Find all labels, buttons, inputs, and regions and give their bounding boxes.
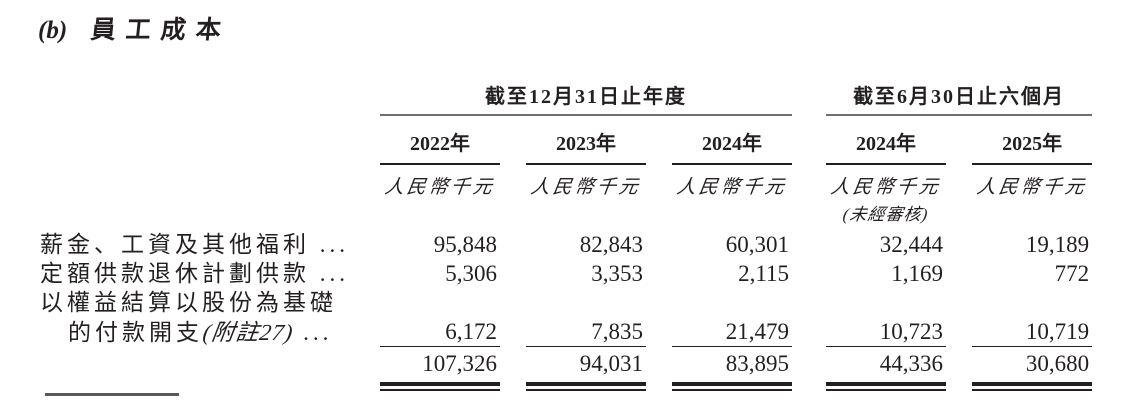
cell-value: 772 [1054, 261, 1090, 286]
year-header-2023: 2023年 [526, 115, 646, 165]
year-header-2024-interim: 2024年 [826, 115, 947, 165]
row-label: 的付款開支(附註27) ... [40, 317, 380, 347]
cell-value: 10,719 [972, 317, 1093, 347]
cell-value: 21,479 [672, 317, 793, 347]
cell-value: 6,172 [380, 317, 500, 347]
total-value: 30,680 [1025, 351, 1090, 376]
cell-value: 7,835 [526, 317, 646, 347]
cell-value: 10,723 [826, 317, 947, 347]
cell-value: 1,169 [891, 261, 944, 286]
table-row-share-based-line2: 的付款開支(附註27) ... 6,172 7,835 21,479 10,72… [40, 317, 1093, 347]
year-header-2025: 2025年 [972, 115, 1093, 165]
total-value: 44,336 [879, 351, 944, 376]
unit-cell: 人民幣千元 [380, 164, 500, 230]
title-index: (b) [38, 17, 68, 44]
double-rule-row [40, 382, 1093, 391]
cell-value: 2,115 [738, 261, 790, 286]
total-value: 107,326 [422, 351, 497, 376]
unit-row: 人民幣千元 人民幣千元 人民幣千元 人民幣千元 (未經審核) 人民幣千元 [40, 164, 1092, 230]
cell-value: 32,444 [879, 232, 944, 257]
table-row-retirement: 定額供款退休計劃供款 ... 5,306 3,353 2,115 1,169 7… [40, 259, 1092, 288]
currency-unit-label: 人民幣千元 [675, 177, 789, 198]
year-header-2022: 2022年 [380, 115, 500, 165]
cell-value: 95,848 [433, 232, 497, 257]
currency-unit-label: 人民幣千元 [383, 177, 497, 198]
unit-cell: 人民幣千元 [972, 164, 1092, 230]
title-text: 員工成本 [89, 17, 233, 44]
cell-value: 60,301 [725, 232, 790, 257]
row-label: 薪金、工資及其他福利 ... [40, 232, 349, 257]
cell-value: 3,353 [591, 261, 643, 286]
cell-value: 19,189 [1025, 232, 1090, 257]
cell-value: 5,306 [445, 261, 497, 286]
year-header-row: 2022年 2023年 2024年 2024年 2025年 [40, 115, 1093, 165]
page-title: (b) 員工成本 [0, 0, 1148, 46]
currency-unit-label: 人民幣千元 [975, 177, 1089, 198]
table-row-salaries: 薪金、工資及其他福利 ... 95,848 82,843 60,301 32,4… [40, 230, 1092, 259]
unit-cell: 人民幣千元 [672, 164, 792, 230]
double-rule [672, 382, 793, 391]
currency-unit-label: 人民幣千元 [829, 177, 943, 198]
double-rule [972, 382, 1093, 391]
footnote-separator-rule [45, 393, 179, 396]
cell-value: 82,843 [579, 232, 643, 257]
row-label-leader: ... [293, 319, 333, 345]
employee-cost-table: 截至12月31日止年度 截至6月30日止六個月 2022年 2023年 2024… [40, 80, 1093, 391]
unit-cell: 人民幣千元 [526, 164, 646, 230]
double-rule [826, 382, 947, 391]
group-header-annual: 截至12月31日止年度 [380, 80, 793, 116]
year-header-2024: 2024年 [672, 115, 793, 165]
row-label-text: 的付款開支 [68, 319, 203, 345]
group-header-interim: 截至6月30日止六個月 [826, 80, 1093, 116]
row-label: 以權益結算以股份為基礎 [40, 290, 337, 315]
unaudited-note: (未經審核) [841, 205, 930, 224]
table-row-share-based-line1: 以權益結算以股份為基礎 [40, 288, 1092, 317]
currency-unit-label: 人民幣千元 [529, 177, 643, 198]
group-header-row: 截至12月31日止年度 截至6月30日止六個月 [40, 80, 1093, 116]
double-rule [380, 382, 500, 391]
double-rule [526, 382, 646, 391]
total-value: 83,895 [725, 351, 790, 376]
total-value: 94,031 [579, 351, 643, 376]
total-row: 107,326 94,031 83,895 44,336 30,680 [40, 347, 1092, 383]
note-27-reference: (附註27) [201, 319, 296, 345]
row-label: 定額供款退休計劃供款 ... [40, 261, 349, 286]
unit-cell: 人民幣千元 (未經審核) [826, 164, 946, 230]
